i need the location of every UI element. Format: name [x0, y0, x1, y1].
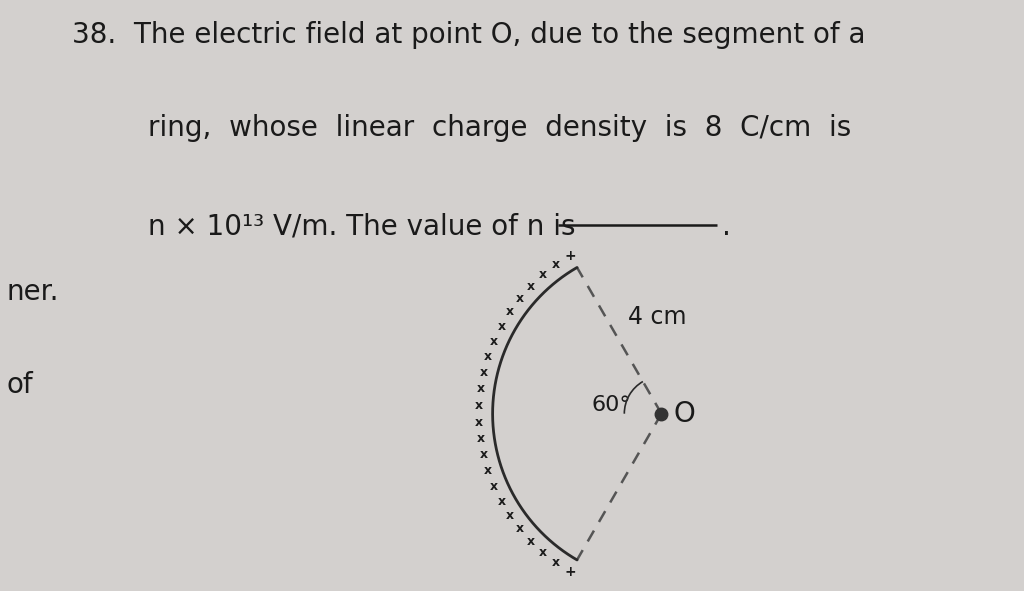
Text: x: x [552, 556, 560, 569]
Text: +: + [564, 564, 577, 579]
Text: x: x [527, 280, 536, 293]
Text: x: x [475, 399, 483, 412]
Text: of: of [6, 371, 33, 399]
Text: 4 cm: 4 cm [628, 305, 686, 329]
Text: x: x [479, 366, 487, 379]
Text: 60°: 60° [592, 395, 631, 415]
Text: x: x [475, 415, 483, 428]
Text: ring,  whose  linear  charge  density  is  8  C/cm  is: ring, whose linear charge density is 8 C… [148, 115, 852, 142]
Text: O: O [674, 400, 695, 428]
Text: x: x [490, 335, 499, 348]
Text: x: x [498, 495, 506, 508]
Text: x: x [498, 320, 506, 333]
Text: n × 10¹³ V/m. The value of n is: n × 10¹³ V/m. The value of n is [148, 213, 575, 241]
Text: .: . [722, 213, 731, 241]
Text: x: x [484, 465, 493, 478]
Text: x: x [539, 546, 547, 559]
Text: ner.: ner. [6, 278, 58, 306]
Text: x: x [516, 522, 524, 535]
Text: +: + [564, 249, 577, 263]
Text: x: x [477, 432, 484, 445]
Text: 38.  The electric field at point O, due to the segment of a: 38. The electric field at point O, due t… [72, 21, 865, 49]
Text: x: x [477, 382, 484, 395]
Text: x: x [479, 449, 487, 462]
Text: x: x [516, 292, 524, 305]
Text: x: x [506, 306, 514, 319]
Text: x: x [490, 480, 499, 493]
Text: x: x [506, 509, 514, 522]
Text: x: x [539, 268, 547, 281]
Text: x: x [552, 258, 560, 271]
Text: x: x [527, 535, 536, 548]
Text: x: x [484, 350, 493, 363]
